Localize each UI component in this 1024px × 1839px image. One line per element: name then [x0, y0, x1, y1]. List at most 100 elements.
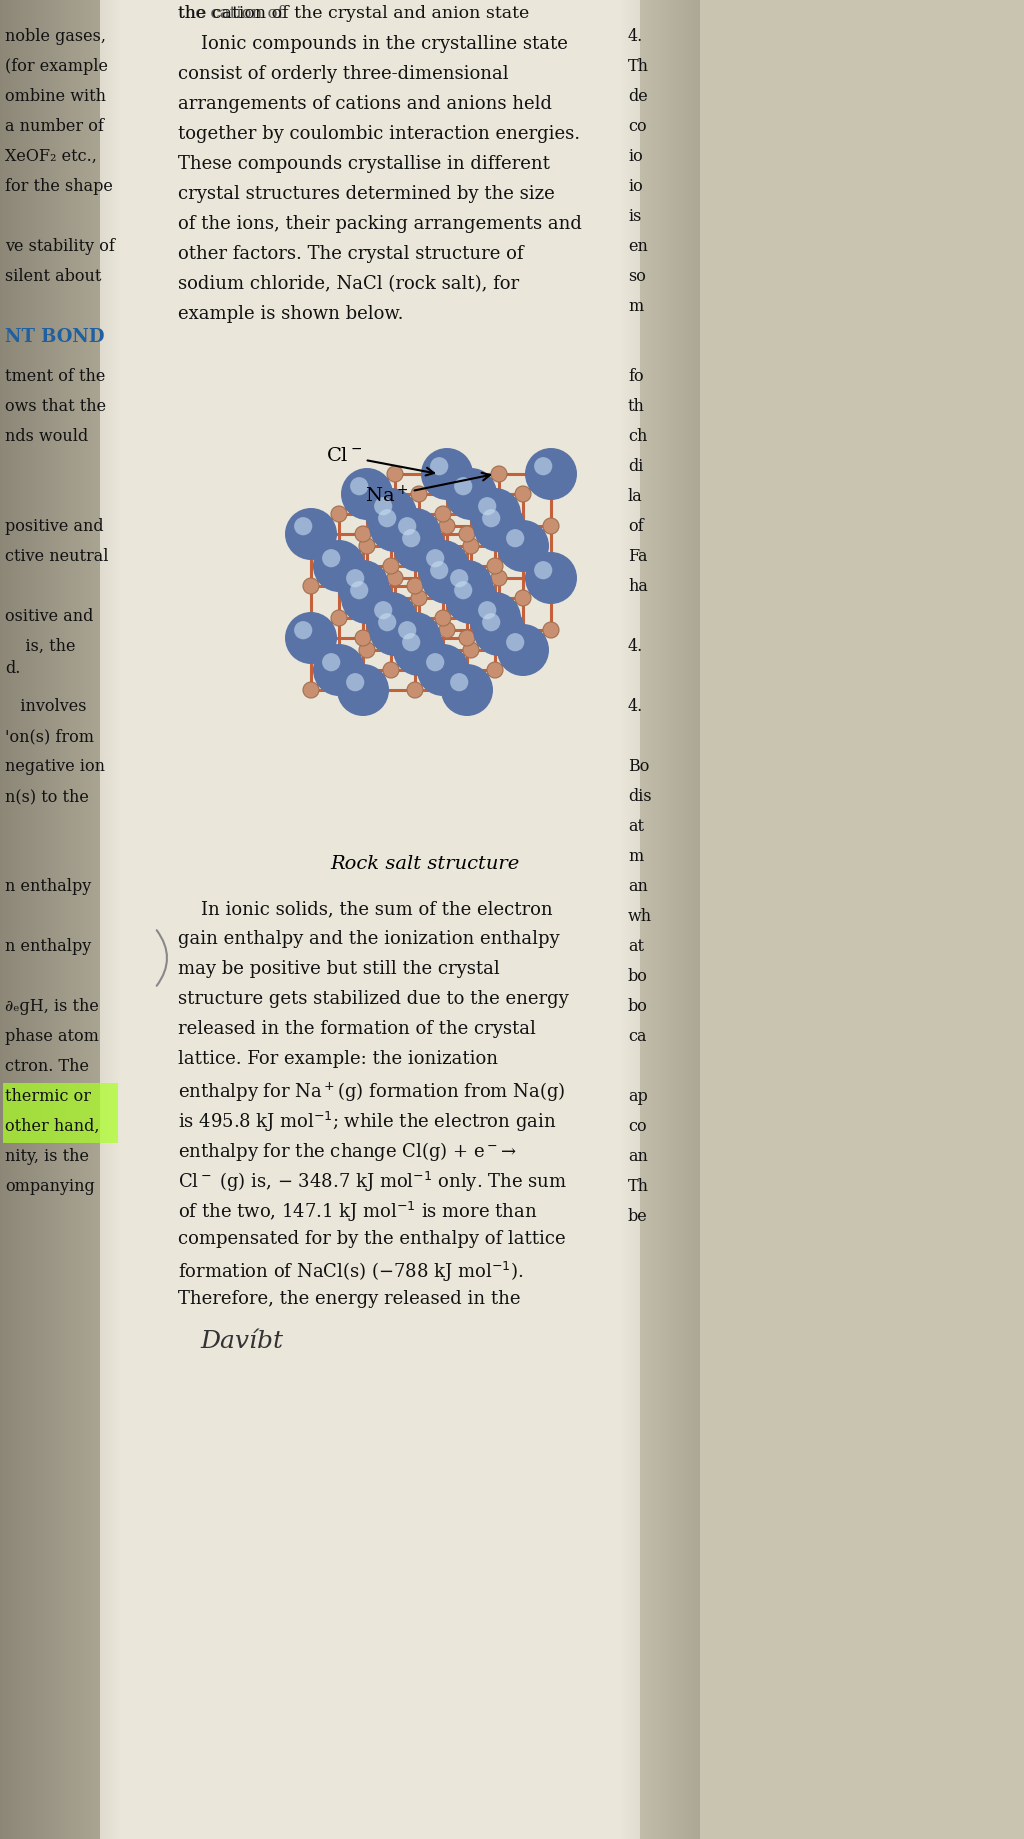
Circle shape [303, 526, 319, 543]
Circle shape [393, 511, 437, 555]
Circle shape [484, 511, 514, 541]
Circle shape [506, 633, 524, 651]
Circle shape [510, 533, 536, 559]
Circle shape [353, 576, 373, 596]
Circle shape [378, 509, 396, 528]
Circle shape [304, 631, 318, 645]
Circle shape [473, 596, 517, 640]
Circle shape [389, 511, 393, 517]
Text: co: co [628, 1118, 646, 1135]
Text: 'on(s) from: 'on(s) from [5, 728, 94, 745]
Circle shape [439, 465, 455, 482]
Circle shape [482, 509, 501, 528]
Circle shape [364, 596, 370, 601]
Circle shape [441, 572, 453, 585]
Circle shape [348, 675, 378, 704]
Bar [3, 1083, 118, 1144]
Circle shape [372, 600, 410, 636]
Text: of the two, 147.1 kJ mol$^{-1}$ is more than: of the two, 147.1 kJ mol$^{-1}$ is more … [178, 1201, 538, 1225]
Circle shape [315, 645, 362, 693]
Circle shape [472, 491, 518, 537]
Circle shape [403, 530, 435, 563]
Circle shape [463, 642, 479, 658]
Circle shape [377, 612, 413, 647]
Circle shape [355, 577, 371, 594]
Text: Fa: Fa [628, 548, 647, 565]
Circle shape [390, 618, 392, 620]
Circle shape [359, 539, 375, 554]
Circle shape [465, 585, 469, 588]
Circle shape [433, 660, 453, 680]
Circle shape [401, 528, 437, 565]
Circle shape [285, 508, 337, 561]
Circle shape [447, 669, 487, 710]
Circle shape [306, 633, 316, 644]
Circle shape [395, 522, 443, 570]
Circle shape [321, 548, 357, 585]
Circle shape [323, 655, 355, 686]
Circle shape [494, 625, 504, 634]
Circle shape [485, 609, 505, 627]
Circle shape [376, 508, 414, 544]
Circle shape [393, 524, 397, 528]
Circle shape [519, 645, 527, 655]
Circle shape [512, 638, 534, 660]
Circle shape [522, 649, 524, 651]
Circle shape [399, 519, 431, 550]
Circle shape [409, 633, 421, 644]
Text: (for example: (for example [5, 59, 108, 75]
Circle shape [377, 500, 406, 528]
Circle shape [374, 609, 416, 651]
Circle shape [383, 513, 407, 539]
Circle shape [535, 458, 552, 474]
Circle shape [407, 526, 423, 543]
Circle shape [408, 631, 422, 645]
Circle shape [385, 508, 397, 520]
Circle shape [417, 544, 421, 548]
Circle shape [451, 673, 468, 691]
Circle shape [408, 638, 430, 660]
Circle shape [479, 506, 519, 546]
Circle shape [484, 504, 506, 524]
Circle shape [429, 456, 465, 493]
Circle shape [451, 577, 490, 618]
Circle shape [527, 554, 575, 601]
Circle shape [454, 677, 480, 702]
Text: In ionic solids, the sum of the electron: In ionic solids, the sum of the electron [178, 899, 553, 918]
Circle shape [439, 563, 447, 570]
Circle shape [504, 528, 542, 565]
Circle shape [445, 565, 489, 609]
Circle shape [373, 497, 409, 531]
Text: io: io [628, 178, 643, 195]
Circle shape [488, 515, 510, 537]
Circle shape [406, 636, 432, 664]
Circle shape [425, 555, 469, 600]
Circle shape [324, 552, 354, 581]
Circle shape [521, 544, 525, 548]
Circle shape [330, 557, 348, 576]
Text: be: be [628, 1208, 648, 1225]
Circle shape [486, 609, 504, 627]
Circle shape [386, 612, 396, 623]
Circle shape [393, 623, 445, 677]
Circle shape [447, 574, 495, 622]
Circle shape [399, 631, 439, 669]
Circle shape [454, 476, 488, 511]
Circle shape [406, 531, 433, 561]
Text: Cl$^-$ (g) is, − 348.7 kJ mol$^{-1}$ only. The sum: Cl$^-$ (g) is, − 348.7 kJ mol$^{-1}$ onl… [178, 1170, 567, 1194]
Circle shape [337, 565, 341, 568]
Circle shape [460, 587, 482, 609]
Circle shape [543, 570, 559, 587]
Circle shape [406, 524, 424, 543]
Circle shape [436, 559, 450, 574]
Circle shape [398, 517, 417, 535]
Circle shape [490, 622, 508, 638]
Circle shape [439, 519, 455, 533]
Circle shape [464, 583, 470, 588]
Circle shape [395, 618, 435, 658]
Circle shape [488, 620, 510, 642]
Circle shape [435, 506, 451, 522]
Circle shape [506, 530, 524, 548]
Circle shape [548, 576, 554, 581]
Circle shape [471, 594, 519, 642]
